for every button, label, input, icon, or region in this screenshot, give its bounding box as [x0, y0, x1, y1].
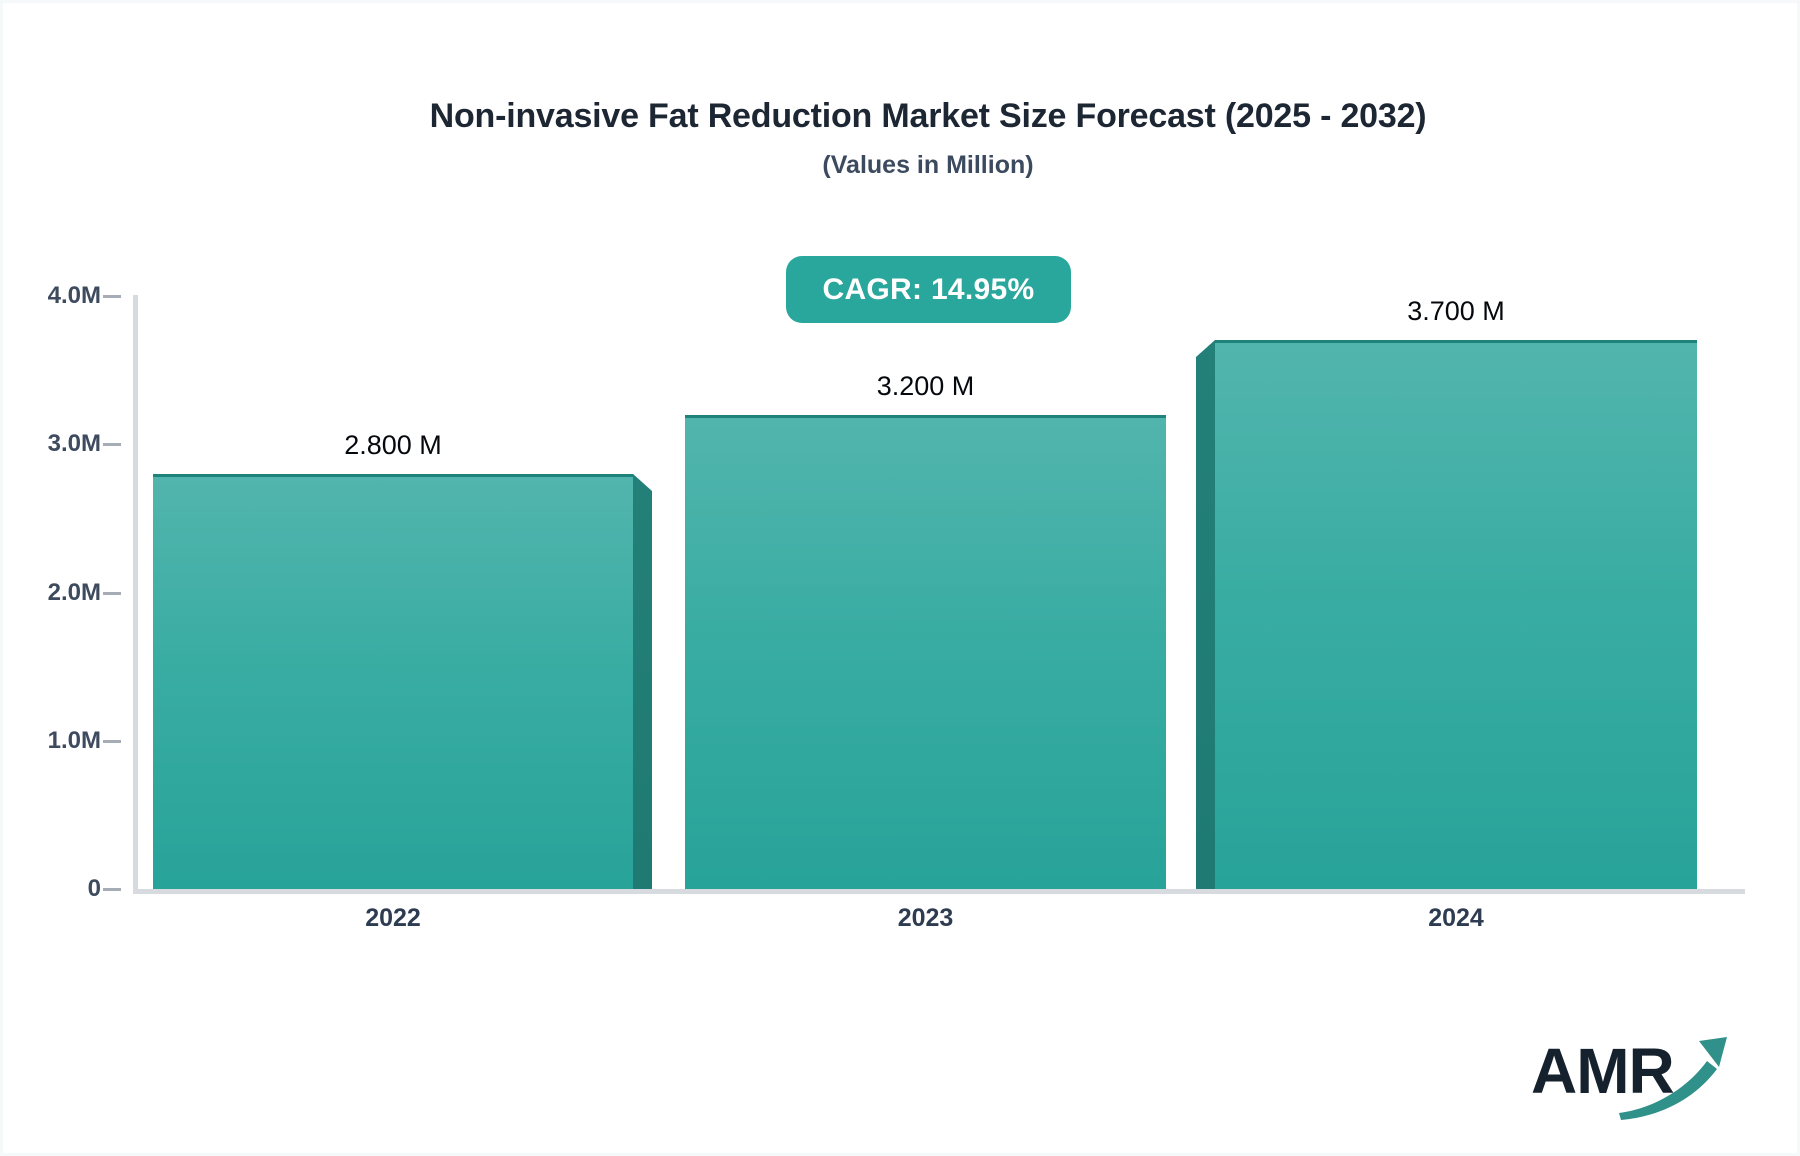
x-axis-label-2022: 2022	[365, 904, 421, 932]
chart-subtitle: (Values in Million)	[822, 151, 1034, 179]
amr-logo-text: AMR	[1531, 1035, 1675, 1107]
chart-title: Non-invasive Fat Reduction Market Size F…	[429, 97, 1427, 135]
x-axis-label-2024: 2024	[1428, 904, 1484, 932]
cagr-badge-label: CAGR: 14.95%	[822, 272, 1035, 306]
y-tick-dash	[103, 295, 121, 298]
bar-value-label: 3.200 M	[876, 371, 975, 401]
y-tick-label: 3.0M	[47, 430, 101, 458]
y-tick-dash	[103, 443, 121, 447]
y-tick-label: 2.0M	[47, 578, 101, 606]
y-tick-label: 0	[87, 875, 101, 902]
cagr-badge: CAGR: 14.95%	[786, 256, 1071, 323]
bar-value-label: 3.700 M	[1407, 296, 1505, 326]
bar-2022	[153, 474, 633, 889]
amr-logo-arrow-icon	[1619, 1037, 1727, 1120]
y-tick-dash	[103, 591, 121, 595]
x-axis-label-2023: 2023	[897, 904, 954, 932]
y-tick-dash	[103, 888, 121, 891]
x-axis-baseline	[133, 889, 1745, 894]
bar-2024	[1215, 340, 1697, 889]
bar-3d-side	[633, 474, 652, 889]
bar-3d-side	[1196, 340, 1215, 889]
y-tick-label: 1.0M	[47, 726, 101, 754]
bar-value-label: 2.800 M	[344, 430, 442, 460]
bar-2023	[685, 415, 1166, 889]
y-tick-label: 4.0M	[47, 282, 101, 309]
amr-logo: AMR	[1531, 1033, 1727, 1123]
y-axis-line	[133, 295, 138, 889]
y-tick-dash	[103, 739, 121, 743]
